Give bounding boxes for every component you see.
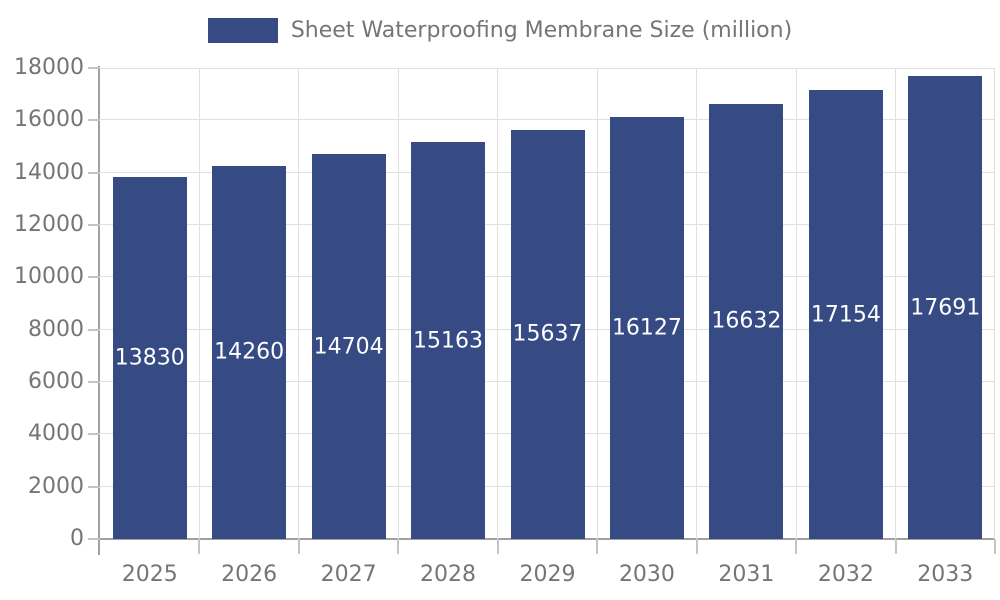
x-tick-label: 2030 <box>618 562 675 587</box>
x-axis-line <box>100 538 995 540</box>
y-tick-label: 18000 <box>14 55 84 80</box>
y-tick <box>88 67 100 69</box>
bar-value-label: 14260 <box>214 339 285 365</box>
y-tick <box>88 328 100 331</box>
v-gridline <box>795 68 797 539</box>
y-tick-label: 14000 <box>14 159 84 185</box>
y-tick <box>88 276 100 279</box>
x-tick <box>894 539 897 554</box>
bar-value-label: 15163 <box>413 328 484 354</box>
y-tick-label: 6000 <box>28 369 84 394</box>
v-gridline <box>994 68 995 539</box>
bar: 14260 <box>212 165 287 539</box>
y-axis-line <box>98 66 100 555</box>
x-tick-label: 2028 <box>420 562 477 587</box>
x-tick-label: 2033 <box>917 562 974 587</box>
x-tick <box>397 539 400 554</box>
bar: 16632 <box>709 103 784 539</box>
x-tick <box>795 539 798 554</box>
bar-value-label: 16632 <box>711 308 782 334</box>
v-gridline <box>397 68 399 539</box>
y-tick <box>88 224 100 226</box>
bar-value-label: 16127 <box>611 315 682 341</box>
x-tick <box>198 539 201 554</box>
bar: 15637 <box>510 129 585 539</box>
v-gridline <box>596 68 598 539</box>
x-tick <box>695 539 698 554</box>
bar-value-label: 17691 <box>910 295 981 321</box>
v-gridline <box>497 68 499 539</box>
y-tick-label: 10000 <box>14 264 84 290</box>
bar: 14704 <box>311 154 386 539</box>
legend: Sheet Waterproofing Membrane Size (milli… <box>0 15 1000 45</box>
x-tick-label: 2031 <box>718 562 775 587</box>
bar-value-label: 14704 <box>313 334 384 360</box>
v-gridline <box>696 68 698 539</box>
x-tick-label: 2027 <box>320 562 377 587</box>
v-gridline <box>895 68 897 539</box>
y-tick <box>88 538 100 540</box>
bar-value-label: 13830 <box>114 345 185 371</box>
x-tick <box>297 539 300 554</box>
bar-value-label: 17154 <box>810 302 881 328</box>
v-gridline <box>298 68 300 539</box>
y-tick-label: 2000 <box>28 473 84 499</box>
y-tick <box>88 171 100 174</box>
legend-label: Sheet Waterproofing Membrane Size (milli… <box>290 17 793 43</box>
y-tick-label: 8000 <box>28 316 84 342</box>
bar: 17691 <box>908 76 983 539</box>
legend-swatch <box>207 17 278 43</box>
y-tick <box>88 485 100 488</box>
x-tick <box>496 539 499 554</box>
x-tick-label: 2026 <box>221 562 278 587</box>
bar: 16127 <box>609 117 684 539</box>
y-tick <box>88 119 100 122</box>
x-tick <box>596 539 599 554</box>
y-tick-label: 0 <box>70 526 84 551</box>
h-gridline <box>100 119 995 121</box>
bar: 13830 <box>112 177 187 539</box>
bar: 17154 <box>808 90 883 539</box>
x-tick-label: 2032 <box>817 562 874 587</box>
h-gridline <box>100 68 995 69</box>
bar-value-label: 15637 <box>512 321 583 347</box>
x-tick-label: 2029 <box>519 562 576 587</box>
x-tick-label: 2025 <box>121 562 178 587</box>
v-gridline <box>198 68 200 539</box>
bar: 15163 <box>411 142 486 539</box>
y-tick <box>88 381 100 383</box>
y-tick-label: 4000 <box>28 421 84 447</box>
plot-area: 13830 14260 14704 15163 15637 16127 16632 17154… <box>100 68 995 539</box>
x-tick <box>994 539 996 554</box>
y-tick <box>88 433 100 436</box>
y-tick-label: 12000 <box>14 212 84 237</box>
y-tick-label: 16000 <box>14 107 84 133</box>
